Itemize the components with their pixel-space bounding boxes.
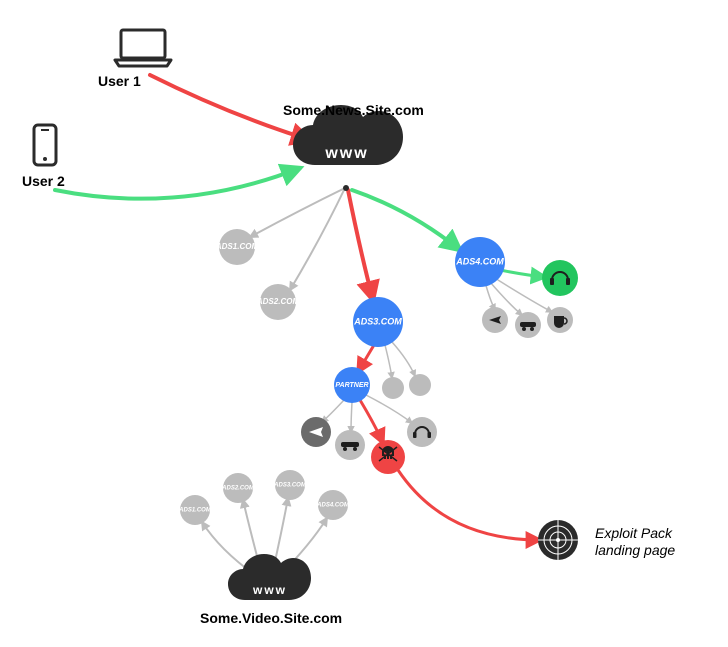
partner-grey-1: [382, 377, 404, 399]
ads4-car-node: [515, 312, 541, 338]
partner-plane-node: [301, 417, 331, 447]
edge: [55, 168, 300, 199]
video-cloud-icon: www: [228, 554, 311, 600]
partner-grey-2: [409, 374, 431, 396]
edge: [352, 190, 460, 250]
exploit-target-icon: [538, 520, 578, 560]
ads4-node: ADS4.COM: [455, 237, 505, 287]
exploit-label-2: landing page: [595, 542, 675, 558]
laptop-icon: [115, 30, 171, 66]
edge: [366, 395, 412, 423]
svg-text:ADS3.COM: ADS3.COM: [273, 483, 307, 489]
ads1-node: ADS1.COM: [215, 229, 259, 265]
partner-car-node: [335, 430, 365, 460]
svg-text:ADS2.COM: ADS2.COM: [221, 486, 255, 492]
edge: [398, 470, 540, 540]
green-headphones-node: [542, 260, 578, 296]
edge: [385, 345, 392, 378]
ads3-node: ADS3.COM: [353, 297, 403, 347]
ads2-node: ADS2.COM: [256, 284, 300, 320]
edge: [358, 345, 374, 372]
edge: [348, 190, 373, 300]
video-ads1-node: ADS1.COM: [178, 495, 212, 525]
edge: [290, 188, 345, 290]
ads4-cup-node: [547, 307, 573, 333]
ads3-label: ADS3.COM: [353, 316, 402, 326]
user1-label: User 1: [98, 73, 141, 89]
ads2-label: ADS2.COM: [256, 297, 300, 306]
edge: [250, 188, 345, 237]
edge: [351, 402, 352, 432]
exploit-label-1: Exploit Pack: [595, 525, 672, 541]
ads1-label: ADS1.COM: [215, 242, 259, 251]
svg-text:ADS1.COM: ADS1.COM: [178, 508, 212, 514]
video-site-label: Some.Video.Site.com: [200, 610, 342, 626]
partner-headphones-node: [407, 417, 437, 447]
ads4-plane-node: [482, 307, 508, 333]
user2-label: User 2: [22, 173, 65, 189]
edge: [322, 400, 344, 422]
svg-text:ADS4.COM: ADS4.COM: [316, 503, 350, 509]
ads4-label: ADS4.COM: [455, 256, 504, 266]
partner-label: PARTNER: [335, 382, 368, 389]
video-ads2-node: ADS2.COM: [221, 473, 255, 503]
edge: [500, 270, 545, 277]
edge: [392, 342, 415, 376]
news-site-label: Some.News.Site.com: [283, 102, 424, 118]
skull-node: [371, 440, 405, 474]
video-ads3-node: ADS3.COM: [273, 470, 307, 500]
partner-node: PARTNER: [334, 367, 370, 403]
news-cloud-www: www: [324, 145, 368, 162]
video-cloud-www: www: [252, 583, 287, 597]
phone-icon: [34, 125, 56, 165]
video-ads4-node: ADS4.COM: [316, 490, 350, 520]
edge: [360, 400, 383, 443]
